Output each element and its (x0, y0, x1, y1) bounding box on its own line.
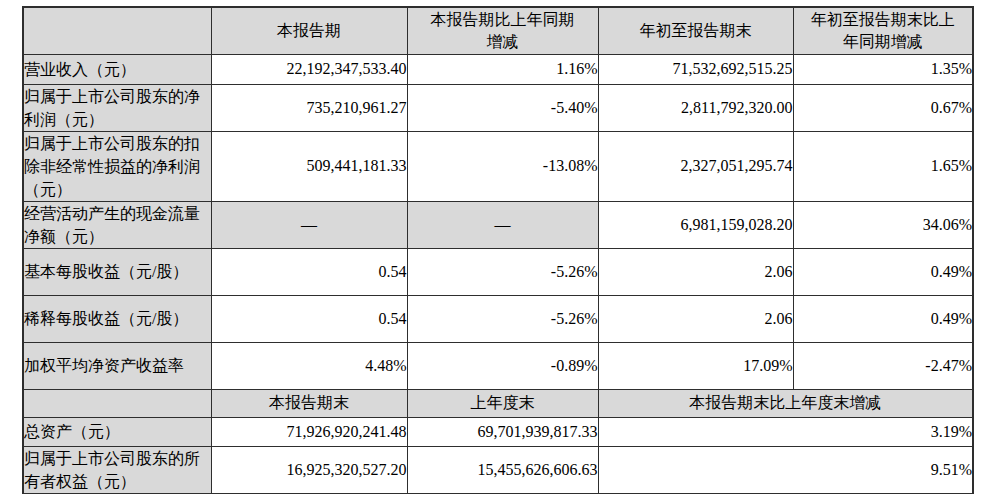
value-yoy: -0.89% (407, 342, 598, 389)
value-ytd: 2,327,051,295.74 (598, 131, 793, 201)
value-current: 735,210,961.27 (211, 84, 407, 131)
value-ytd: 17.09% (598, 342, 793, 389)
value-ytd-yoy: 34.06% (793, 201, 973, 248)
value-ytd-yoy: 0.49% (793, 295, 973, 342)
row-label: 归属于上市公司股东的所有者权益（元） (23, 446, 211, 494)
value-current: 509,441,181.33 (211, 131, 407, 201)
table-row: 归属于上市公司股东的所有者权益（元） 16,925,320,527.20 15,… (23, 446, 973, 494)
row-label: 加权平均净资产收益率 (23, 342, 211, 389)
table-row: 基本每股收益（元/股） 0.54 -5.26% 2.06 0.49% (23, 248, 973, 295)
value-current: 4.48% (211, 342, 407, 389)
table-container: 本报告期 本报告期比上年同期增减 年初至报告期末 年初至报告期末比上年同期增减 … (22, 6, 974, 494)
value-ytd: 6,981,159,028.20 (598, 201, 793, 248)
header-period-end-change: 本报告期末比上年度末增减 (598, 389, 973, 417)
header-row-2: 本报告期末 上年度末 本报告期末比上年度末增减 (23, 389, 973, 417)
value-yoy: -5.26% (407, 248, 598, 295)
header-ytd: 年初至报告期末 (598, 7, 793, 54)
report-page: 本报告期 本报告期比上年同期增减 年初至报告期末 年初至报告期末比上年同期增减 … (0, 0, 991, 494)
value-change: 3.19% (598, 417, 973, 446)
value-end-of-period: 71,926,920,241.48 (211, 417, 407, 446)
header-current-period: 本报告期 (211, 7, 407, 54)
value-current: 22,192,347,533.40 (211, 54, 407, 84)
row-label: 归属于上市公司股东的扣除非经常性损益的净利润（元） (23, 131, 211, 201)
table-row: 总资产（元） 71,926,920,241.48 69,701,939,817.… (23, 417, 973, 446)
table-row: 归属于上市公司股东的净利润（元） 735,210,961.27 -5.40% 2… (23, 84, 973, 131)
value-ytd-yoy: 1.65% (793, 131, 973, 201)
table-row: 经营活动产生的现金流量净额（元） — — 6,981,159,028.20 34… (23, 201, 973, 248)
header-end-of-period: 本报告期末 (211, 389, 407, 417)
value-ytd-yoy: -2.47% (793, 342, 973, 389)
value-yoy-dash: — (407, 201, 598, 248)
value-yoy: -5.26% (407, 295, 598, 342)
table-row: 稀释每股收益（元/股） 0.54 -5.26% 2.06 0.49% (23, 295, 973, 342)
value-yoy: 1.16% (407, 54, 598, 84)
header2-blank-cell (23, 389, 211, 417)
header-ytd-yoy: 年初至报告期末比上年同期增减 (793, 7, 973, 54)
header-blank-cell (23, 7, 211, 54)
row-label: 归属于上市公司股东的净利润（元） (23, 84, 211, 131)
row-label: 稀释每股收益（元/股） (23, 295, 211, 342)
value-ytd: 2.06 (598, 295, 793, 342)
value-current-dash: — (211, 201, 407, 248)
value-ytd-yoy: 1.35% (793, 54, 973, 84)
value-current: 0.54 (211, 295, 407, 342)
value-ytd-yoy: 0.49% (793, 248, 973, 295)
value-current: 0.54 (211, 248, 407, 295)
value-ytd-yoy: 0.67% (793, 84, 973, 131)
header-current-period-yoy: 本报告期比上年同期增减 (407, 7, 598, 54)
value-yoy: -5.40% (407, 84, 598, 131)
row-label: 经营活动产生的现金流量净额（元） (23, 201, 211, 248)
row-label: 基本每股收益（元/股） (23, 248, 211, 295)
value-ytd: 71,532,692,515.25 (598, 54, 793, 84)
value-end-of-prev-year: 69,701,939,817.33 (407, 417, 598, 446)
value-yoy: -13.08% (407, 131, 598, 201)
value-end-of-period: 16,925,320,527.20 (211, 446, 407, 494)
table-row: 归属于上市公司股东的扣除非经常性损益的净利润（元） 509,441,181.33… (23, 131, 973, 201)
header-row-1: 本报告期 本报告期比上年同期增减 年初至报告期末 年初至报告期末比上年同期增减 (23, 7, 973, 54)
financial-indicators-table: 本报告期 本报告期比上年同期增减 年初至报告期末 年初至报告期末比上年同期增减 … (22, 6, 974, 494)
header-end-of-prev-year: 上年度末 (407, 389, 598, 417)
row-label: 营业收入（元） (23, 54, 211, 84)
value-change: 9.51% (598, 446, 973, 494)
table-row: 营业收入（元） 22,192,347,533.40 1.16% 71,532,6… (23, 54, 973, 84)
row-label: 总资产（元） (23, 417, 211, 446)
value-ytd: 2,811,792,320.00 (598, 84, 793, 131)
value-ytd: 2.06 (598, 248, 793, 295)
value-end-of-prev-year: 15,455,626,606.63 (407, 446, 598, 494)
table-row: 加权平均净资产收益率 4.48% -0.89% 17.09% -2.47% (23, 342, 973, 389)
